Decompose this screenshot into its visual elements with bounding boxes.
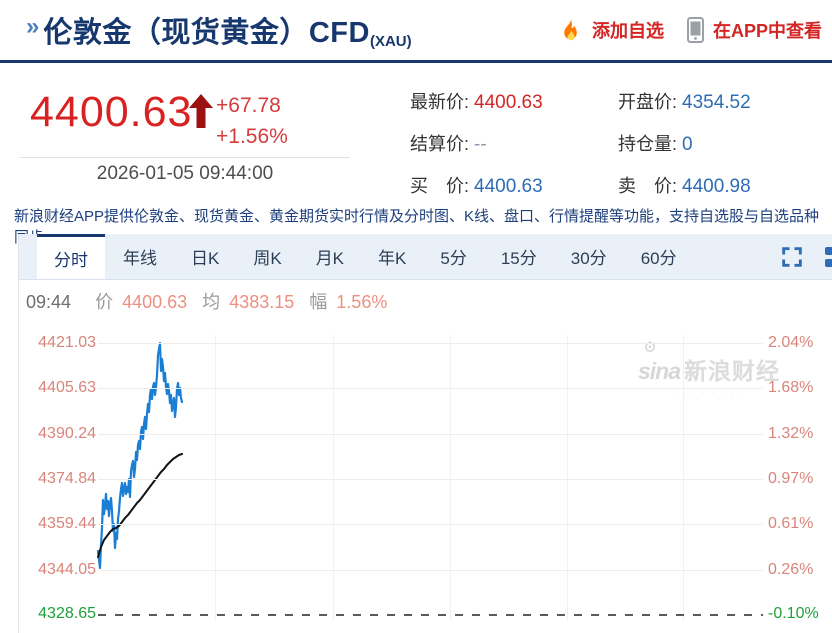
price-line xyxy=(96,341,184,570)
quote-field-value: 4400.98 xyxy=(682,176,751,197)
quote-field-label: 结算价: xyxy=(410,134,470,154)
y-axis-price-label: 4405.63 xyxy=(38,379,96,396)
y-axis-price-label: 4421.03 xyxy=(38,334,96,351)
v-gridline xyxy=(450,335,451,621)
quote-field-label: 卖 价: xyxy=(618,176,678,196)
legend-price-label: 价 xyxy=(95,292,114,312)
quote-grid: 最新价: 4400.63 开盘价: 4354.52 结算价: -- 持仓量: 0 买 价: 440… xyxy=(410,88,830,198)
quote-field-value: -- xyxy=(474,134,487,155)
quote-field-label: 最新价: xyxy=(410,92,470,112)
y-axis-price-label: 4374.84 xyxy=(38,470,96,487)
y-axis-price-label: 4344.05 xyxy=(38,561,96,578)
tab-5分[interactable]: 5分 xyxy=(440,249,467,268)
price-change-block: +67.78 +1.56% xyxy=(216,90,288,152)
tab-周K[interactable]: 周K xyxy=(253,249,282,268)
price-change-pct: +1.56% xyxy=(216,125,288,148)
sina-watermark: sina 新浪财经 · · · · · · · · xyxy=(634,341,784,398)
quote-field-value: 0 xyxy=(682,134,693,155)
last-price: 4400.63 xyxy=(30,88,193,136)
chart-legend: 09:44 价 4400.63 均 4383.15 幅 1.56% xyxy=(26,288,387,314)
tab-月K[interactable]: 月K xyxy=(315,249,345,268)
divider xyxy=(20,157,350,158)
view-in-app-button[interactable]: 在APP中查看 xyxy=(712,21,822,41)
tab-30分[interactable]: 30分 xyxy=(570,249,607,268)
tab-日K[interactable]: 日K xyxy=(191,249,220,268)
y-axis-pct-label: 0.61% xyxy=(768,515,814,532)
quote-field-label: 持仓量: xyxy=(618,134,678,154)
intraday-chart: sina 新浪财经 · · · · · · · · 4421.03 4405.63… xyxy=(0,330,832,633)
quote-field: 开盘价: 4354.52 xyxy=(618,88,826,114)
tab-年线[interactable]: 年线 xyxy=(123,249,157,268)
quote-timestamp: 2026-01-05 09:44:00 xyxy=(96,163,274,184)
legend-price-value: 4400.63 xyxy=(122,292,188,312)
quote-field: 结算价: -- xyxy=(410,130,618,156)
h-gridline xyxy=(98,479,763,480)
interval-tabbar: 分时 年线 日K 周K 月K 年K 5分 15分 30分 60分 xyxy=(19,234,832,280)
y-axis-pct-label: 2.04% xyxy=(768,334,814,351)
v-gridline xyxy=(215,335,216,621)
flame-icon xyxy=(564,17,577,40)
average-line xyxy=(97,453,183,558)
h-gridline xyxy=(98,570,763,571)
up-arrow-icon xyxy=(189,94,213,128)
y-axis-pct-label: 1.32% xyxy=(768,425,814,442)
page-header: » 伦敦金（现货黄金）CFD (XAU) 添加自选 在APP中查看 xyxy=(0,0,832,63)
add-watchlist-button[interactable]: 添加自选 xyxy=(591,21,664,41)
symbol-code: (XAU) xyxy=(369,33,412,50)
h-gridline xyxy=(98,388,763,389)
price-change: +67.78 xyxy=(216,94,281,117)
quote-field-value: 4400.63 xyxy=(474,92,543,113)
quote-field: 买 价: 4400.63 xyxy=(410,172,618,198)
quote-field: 最新价: 4400.63 xyxy=(410,88,618,114)
tab-年K[interactable]: 年K xyxy=(378,249,407,268)
chart-container: 分时 年线 日K 周K 月K 年K 5分 15分 30分 60分 xyxy=(18,234,832,633)
quote-field: 卖 价: 4400.98 xyxy=(618,172,826,198)
y-axis-price-label: 4359.44 xyxy=(38,515,96,532)
tab-15分[interactable]: 15分 xyxy=(500,249,537,268)
quote-field: 持仓量: 0 xyxy=(618,130,826,156)
y-axis-pct-label: 0.26% xyxy=(768,561,814,578)
quote-field-value: 4354.52 xyxy=(682,92,751,113)
v-gridline xyxy=(567,335,568,621)
quote-field-label: 开盘价: xyxy=(618,92,678,112)
phone-icon xyxy=(686,17,704,43)
y-axis-pct-label: -0.10% xyxy=(768,605,819,622)
y-axis-price-label: 4390.24 xyxy=(38,425,96,442)
tab-分时[interactable]: 分时 xyxy=(37,234,105,279)
h-gridline xyxy=(98,343,763,344)
price-lines xyxy=(96,341,184,570)
v-gridline xyxy=(333,335,334,621)
legend-time: 09:44 xyxy=(26,292,72,312)
v-gridline xyxy=(683,335,684,621)
legend-range-label: 幅 xyxy=(309,292,328,312)
page-title: 伦敦金（现货黄金）CFD xyxy=(43,17,370,49)
quote-field-label: 买 价: xyxy=(410,176,470,196)
legend-range-value: 1.56% xyxy=(336,292,388,312)
legend-avg-label: 均 xyxy=(202,292,221,312)
fullscreen-icon[interactable] xyxy=(782,247,802,267)
title-chevron-icon: » xyxy=(26,13,40,40)
y-axis-pct-label: 1.68% xyxy=(768,379,814,396)
quote-field-value: 4400.63 xyxy=(474,176,543,197)
y-axis-price-label: 4328.65 xyxy=(38,605,96,622)
legend-avg-value: 4383.15 xyxy=(229,292,295,312)
h-gridline xyxy=(98,434,763,435)
baseline-dashed xyxy=(98,614,763,616)
y-axis-pct-label: 0.97% xyxy=(768,470,814,487)
h-gridline xyxy=(98,524,763,525)
tab-60分[interactable]: 60分 xyxy=(640,249,677,268)
more-icon[interactable] xyxy=(825,247,832,268)
